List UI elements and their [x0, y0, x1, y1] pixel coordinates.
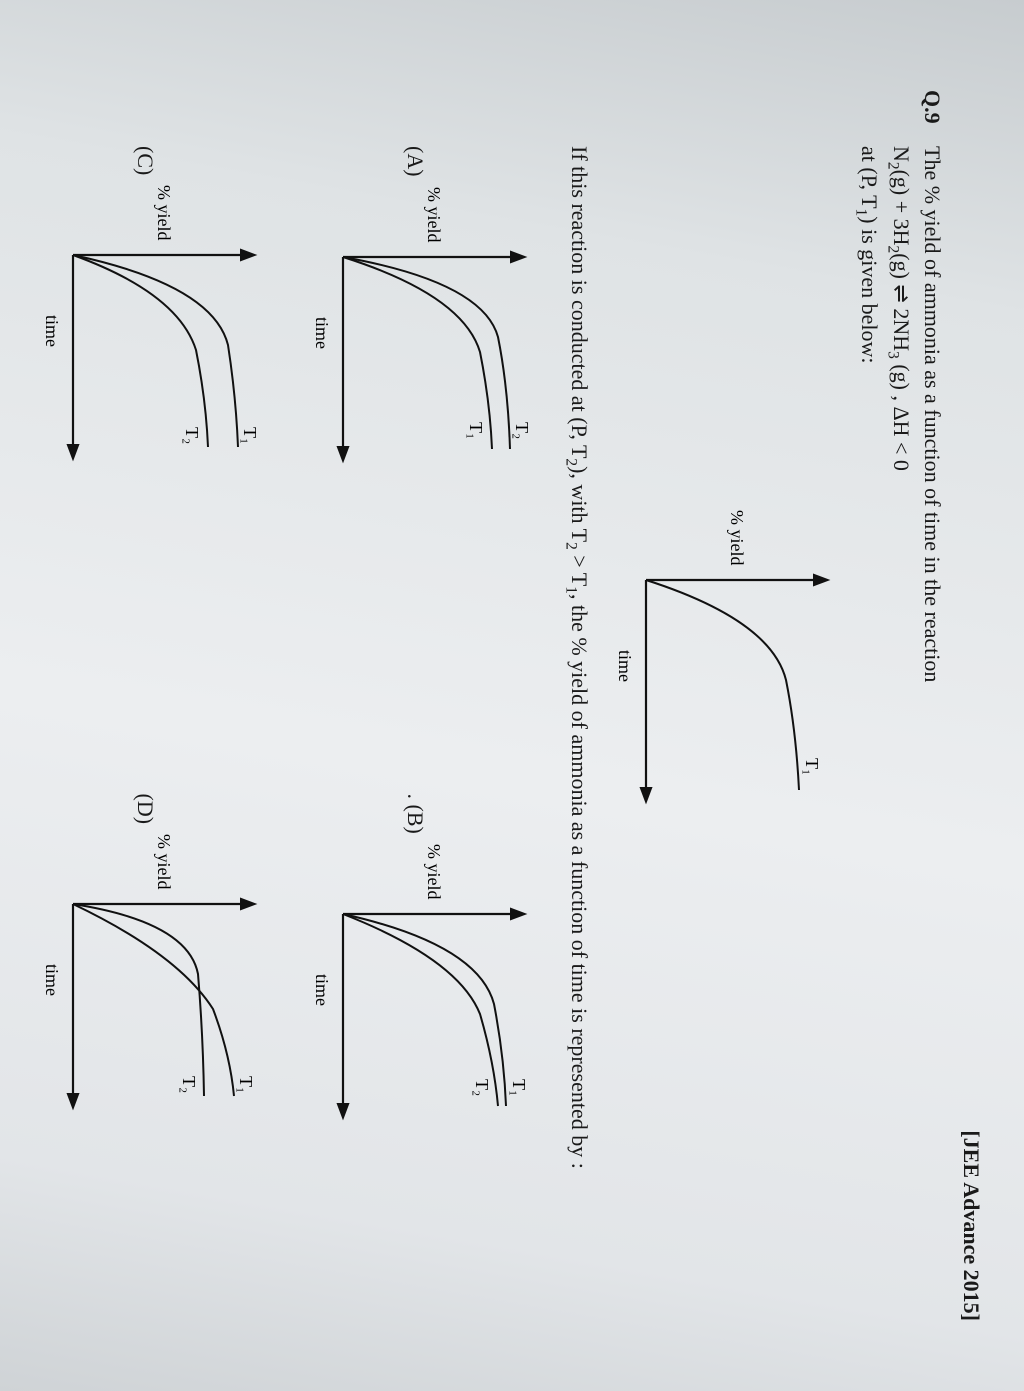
option-B-label: . (B)	[402, 794, 428, 834]
option-B: . (B) T₁ T₂ % yield time	[308, 794, 538, 1262]
exam-tag: [JEE Advance 2015]	[958, 1130, 984, 1321]
svg-text:T₂: T₂	[472, 1079, 492, 1096]
option-C: (C) T₁ T₂ % yield time	[38, 146, 268, 614]
svg-text:T₂: T₂	[512, 422, 532, 439]
x-axis-label: time	[615, 650, 635, 682]
svg-text:time: time	[312, 317, 332, 349]
option-A: (A) T₂ T₁ % yield time	[308, 146, 538, 614]
option-D-graph: T₂ T₁ % yield time	[38, 834, 268, 1114]
reaction-equation: N2(g) + 3H2(g) ⇌ 2NH3 (g) , ΔH < 0	[884, 146, 914, 1321]
options-grid: (A) T₂ T₁ % yield time . (B) T₁ T₂	[38, 146, 538, 1261]
question-number: Q.9	[916, 90, 948, 146]
question-continuation: If this reaction is conducted at (P, T2)…	[560, 146, 596, 1321]
option-C-graph: T₁ T₂ % yield time	[38, 185, 268, 465]
option-A-label: (A)	[402, 146, 428, 177]
ref-curve-label: T₁	[802, 758, 822, 775]
svg-text:% yield: % yield	[154, 834, 174, 890]
svg-text:T₁: T₁	[236, 1076, 256, 1093]
reference-graph-svg: T₁ % yield time	[611, 510, 841, 810]
svg-text:time: time	[42, 964, 62, 996]
question-line-2: at (P, T1) is given below:	[851, 146, 881, 1321]
option-D: (D) T₂ T₁ % yield time	[38, 794, 268, 1262]
option-A-graph: T₂ T₁ % yield time	[308, 187, 538, 467]
option-C-label: (C)	[132, 146, 158, 175]
svg-text:T₂: T₂	[182, 427, 202, 444]
svg-text:% yield: % yield	[424, 844, 444, 900]
y-axis-label: % yield	[727, 510, 747, 566]
svg-text:% yield: % yield	[424, 187, 444, 243]
svg-text:time: time	[42, 315, 62, 347]
option-B-graph: T₁ T₂ % yield time	[308, 844, 538, 1124]
svg-text:% yield: % yield	[154, 185, 174, 241]
question-line-1: Q.9The % yield of ammonia as a function …	[916, 90, 948, 1321]
svg-text:T₁: T₁	[240, 427, 260, 444]
option-D-label: (D)	[132, 794, 158, 825]
svg-text:T₁: T₁	[466, 422, 486, 439]
svg-text:T₁: T₁	[509, 1079, 529, 1096]
reference-graph: T₁ % yield time	[611, 510, 841, 1321]
svg-text:time: time	[312, 974, 332, 1006]
svg-text:T₂: T₂	[179, 1076, 199, 1093]
